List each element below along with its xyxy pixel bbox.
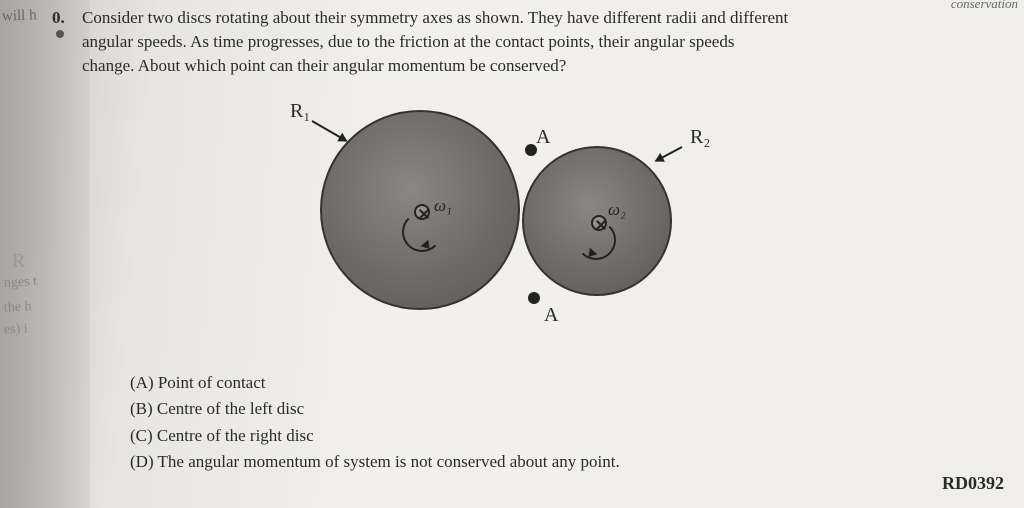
rotation-arrow-icon — [576, 220, 616, 260]
right-disc: ω₂ — [522, 146, 672, 296]
R2-label: R₂ — [690, 126, 710, 149]
option-C: (C) Centre of the right disc — [130, 423, 620, 449]
margin-fragment-3: es) i — [4, 321, 29, 338]
question-block: 0. Consider two discs rotating about the… — [82, 6, 994, 77]
contact-point-bottom — [528, 292, 540, 304]
margin-fragment-2: the h — [4, 299, 32, 316]
question-line-3: change. About which point can their angu… — [82, 56, 566, 75]
option-D: (D) The angular momentum of system is no… — [130, 449, 620, 475]
reference-code: RD0392 — [942, 473, 1004, 494]
left-disc: ω₁ — [320, 110, 520, 310]
A-bottom-label: A — [544, 304, 558, 327]
omega1-label: ω₁ — [434, 196, 452, 216]
diagram-container: ω₁ ω₂ R₁ R₂ A A — [230, 90, 720, 330]
bullet-icon — [56, 30, 64, 38]
option-A: (A) Point of contact — [130, 370, 620, 396]
contact-point-top — [525, 144, 537, 156]
question-number: 0. — [52, 6, 65, 30]
omega2-label: ω₂ — [608, 200, 626, 220]
question-line-2: angular speeds. As time progresses, due … — [82, 32, 734, 51]
rotation-arrow-icon — [402, 212, 442, 252]
A-top-label: A — [536, 126, 550, 149]
options-block: (A) Point of contact (B) Centre of the l… — [130, 370, 620, 475]
question-line-1: Consider two discs rotating about their … — [82, 8, 788, 27]
margin-fragment-will: will h — [2, 7, 37, 25]
arrow-icon — [312, 120, 348, 142]
margin-fragment-1: nges t — [4, 274, 38, 292]
margin-fragment-R: R — [12, 250, 25, 273]
R1-label: R₁ — [290, 100, 310, 123]
arrow-icon — [655, 146, 682, 162]
option-B: (B) Centre of the left disc — [130, 396, 620, 422]
